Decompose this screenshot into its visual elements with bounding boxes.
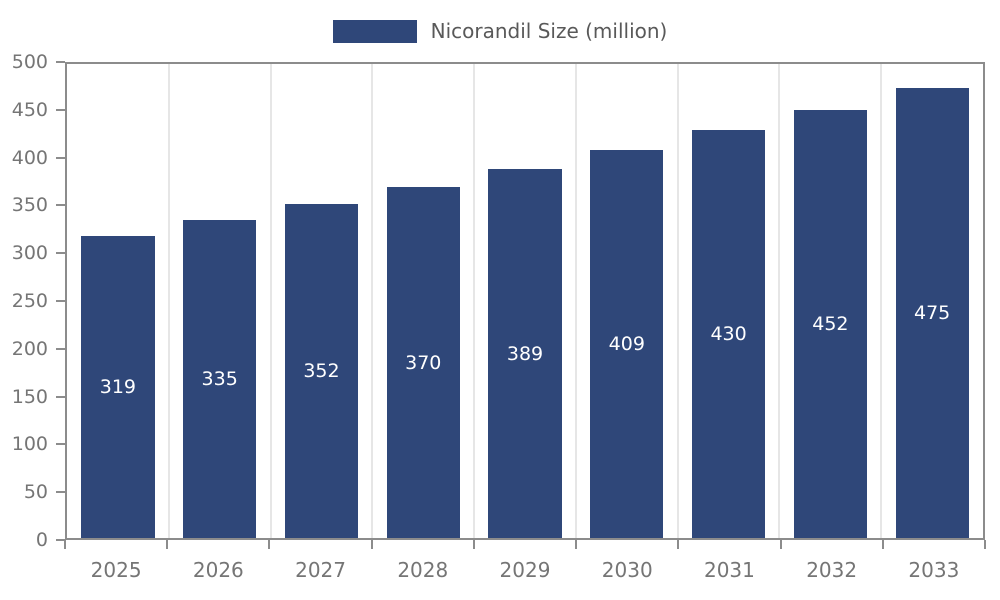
x-tick [268, 540, 271, 549]
bar-slot-2031: 430 [678, 64, 780, 538]
y-tick [56, 443, 65, 446]
x-tick-label-2032: 2032 [806, 558, 858, 582]
gridline [778, 64, 780, 538]
bar-value-label: 389 [506, 342, 544, 365]
y-tick [56, 395, 65, 398]
bar-slot-2030: 409 [576, 64, 678, 538]
bar-slot-2032: 452 [779, 64, 881, 538]
y-tick-label: 350 [11, 194, 48, 217]
bar-slot-2033: 475 [881, 64, 983, 538]
bar-value-label: 370 [405, 351, 442, 374]
bar-value-label: 409 [608, 333, 645, 356]
x-tick-label-2027: 2027 [295, 558, 346, 582]
gridline [880, 64, 882, 538]
y-tick-label: 400 [11, 146, 48, 169]
bar-slot-2027: 352 [271, 64, 373, 538]
legend: Nicorandil Size (million) [0, 16, 1000, 46]
y-tick [56, 491, 65, 494]
x-axis: 2025 2026 2027 2028 2029 2030 2031 2032 2033 [64, 540, 986, 600]
x-tick [64, 540, 66, 549]
bar-2030: 409 [590, 150, 664, 538]
y-tick [56, 108, 65, 111]
gridlines [67, 64, 983, 538]
y-tick [56, 156, 65, 159]
bar-2031: 430 [691, 130, 766, 538]
y-tick-label: 500 [11, 51, 48, 73]
gridline [677, 64, 679, 538]
bar-2026: 335 [183, 220, 257, 538]
gridline [371, 64, 373, 538]
bar-value-label: 335 [201, 368, 238, 391]
x-tick-label-2031: 2031 [703, 558, 755, 582]
y-tick-label: 250 [11, 290, 48, 312]
bar-value-label: 452 [812, 312, 849, 335]
gridline [473, 64, 475, 538]
x-tick [881, 540, 884, 549]
bar-2032: 452 [793, 109, 867, 538]
x-tick [370, 540, 373, 549]
legend-swatch [332, 19, 417, 43]
bar-2033: 475 [895, 87, 969, 538]
bar-value-label: 475 [914, 301, 951, 324]
gridline [168, 64, 170, 538]
bars-container: 319 335 352 370 389 409 430 452 475 [67, 64, 983, 538]
y-tick-label: 200 [11, 337, 48, 360]
x-tick-label-2028: 2028 [397, 558, 449, 582]
bar-slot-2028: 370 [372, 64, 474, 538]
bar-2025: 319 [81, 235, 155, 538]
x-tick [677, 540, 680, 549]
x-tick [984, 540, 986, 549]
x-tick-label-2029: 2029 [499, 558, 551, 582]
bar-slot-2026: 335 [169, 64, 271, 538]
y-tick [56, 61, 65, 63]
y-tick-label: 300 [11, 242, 48, 265]
bar-value-label: 352 [303, 360, 340, 383]
x-tick-label-2030: 2030 [601, 558, 653, 582]
bar-2028: 370 [386, 187, 460, 538]
y-tick [56, 252, 65, 255]
x-tick [575, 540, 578, 549]
y-tick [56, 300, 65, 302]
bar-value-label: 430 [710, 323, 747, 346]
y-tick-label: 100 [11, 433, 48, 456]
y-tick-label: 150 [11, 385, 48, 408]
plot-area: 319 335 352 370 389 409 430 452 475 [65, 62, 985, 540]
bar-2027: 352 [284, 204, 359, 538]
gridline [575, 64, 577, 538]
x-tick-label-2026: 2026 [192, 558, 244, 582]
y-tick-label: 50 [23, 481, 48, 504]
y-tick [56, 347, 65, 350]
x-tick-label-2025: 2025 [90, 558, 142, 582]
bar-slot-2025: 319 [67, 64, 169, 538]
bar-value-label: 319 [99, 375, 137, 398]
y-tick-label: 0 [35, 529, 48, 551]
y-axis: 0 50 100 150 200 250 300 350 400 450 500 [0, 51, 65, 551]
legend-label: Nicorandil Size (million) [430, 19, 668, 43]
bar-slot-2029: 389 [474, 64, 576, 538]
y-tick [56, 204, 65, 207]
bar-2029: 389 [488, 169, 562, 538]
x-tick [166, 540, 169, 549]
y-tick [56, 539, 65, 541]
y-tick-label: 450 [11, 98, 48, 121]
x-tick [472, 540, 475, 549]
gridline [270, 64, 272, 538]
x-tick [779, 540, 782, 549]
x-tick-label-2033: 2033 [908, 558, 960, 582]
